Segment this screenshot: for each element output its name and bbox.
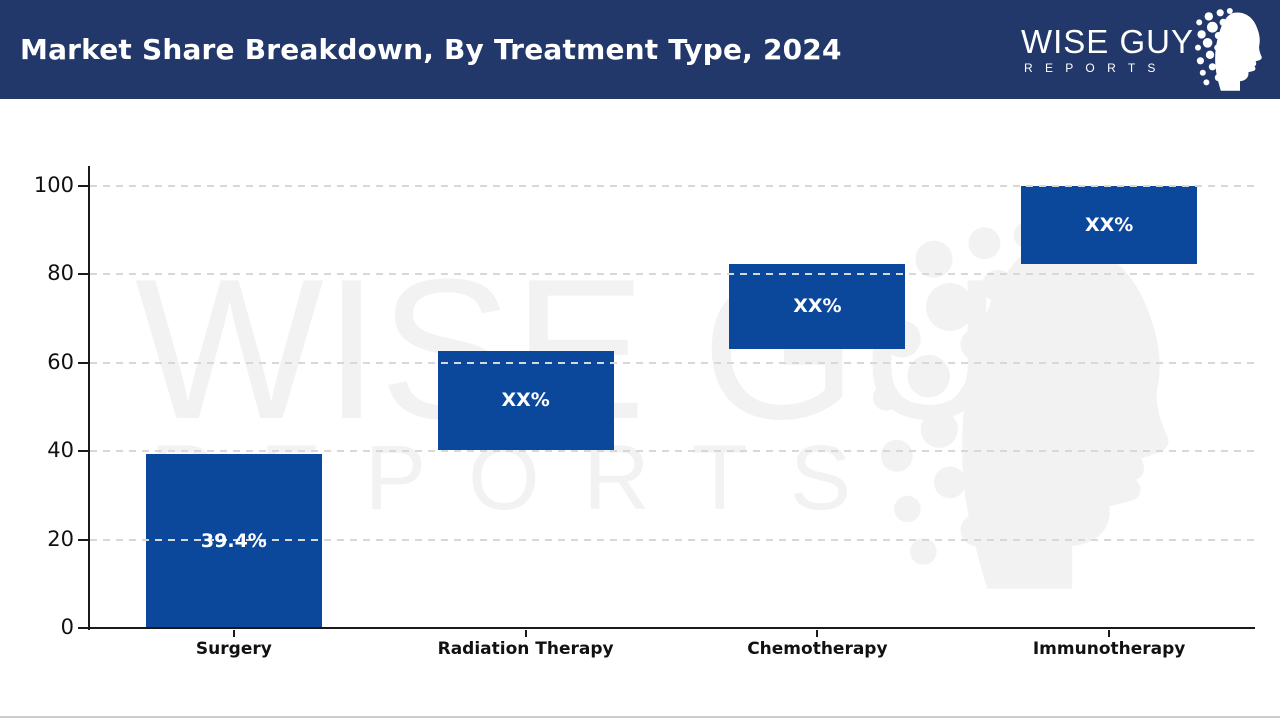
gridline-80 xyxy=(90,273,1255,276)
y-tick-label-40: 40 xyxy=(47,438,74,463)
category-label: Chemotherapy xyxy=(747,639,888,659)
bar-immunotherapy xyxy=(1021,186,1198,264)
x-tick-2 xyxy=(816,630,819,637)
logo-wordmark: WISE GUY xyxy=(1020,22,1194,60)
x-tick-1 xyxy=(524,630,527,637)
x-tick-0 xyxy=(232,630,235,637)
y-tick-label-100: 100 xyxy=(33,173,74,197)
logo-text: WISE GUY R E P O R T S xyxy=(1021,25,1194,75)
y-tick-label-20: 20 xyxy=(47,526,74,551)
bar-value-label: XX% xyxy=(1084,213,1134,236)
bar-surgery xyxy=(145,453,322,628)
y-tick-0 xyxy=(78,627,88,629)
y-tick-label-80: 80 xyxy=(47,261,74,286)
header-bar: Market Share Breakdown, By Treatment Typ… xyxy=(0,0,1280,99)
y-axis-line xyxy=(88,166,90,630)
y-tick-20 xyxy=(78,538,88,541)
gridline-60 xyxy=(90,361,1255,364)
x-tick-3 xyxy=(1108,630,1111,637)
bar-value-label: XX% xyxy=(501,389,550,412)
category-label: Radiation Therapy xyxy=(437,639,614,659)
bottom-rule xyxy=(0,716,1280,718)
category-label: Surgery xyxy=(195,639,272,659)
category-label: Immunotherapy xyxy=(1032,639,1186,659)
y-tick-40 xyxy=(78,450,88,453)
bar-value-label: 39.4% xyxy=(200,529,267,552)
logo-subtitle: R E P O R T S xyxy=(1023,60,1160,75)
y-tick-100 xyxy=(78,185,88,187)
gridline-20 xyxy=(90,538,1255,541)
chart-title: Market Share Breakdown, By Treatment Typ… xyxy=(20,33,842,66)
bar-chemotherapy xyxy=(729,263,906,349)
x-axis-line xyxy=(88,627,1255,629)
y-tick-80 xyxy=(78,273,88,276)
y-tick-60 xyxy=(78,361,88,364)
gridline-40 xyxy=(90,450,1255,453)
y-tick-label-0: 0 xyxy=(60,615,74,639)
y-tick-label-60: 60 xyxy=(47,349,74,374)
gridline-100 xyxy=(90,185,1255,187)
wise-guy-reports-logo: WISE GUY R E P O R T S xyxy=(1021,7,1266,92)
bar-value-label: XX% xyxy=(793,295,842,318)
bar-radiation-therapy xyxy=(437,350,614,450)
